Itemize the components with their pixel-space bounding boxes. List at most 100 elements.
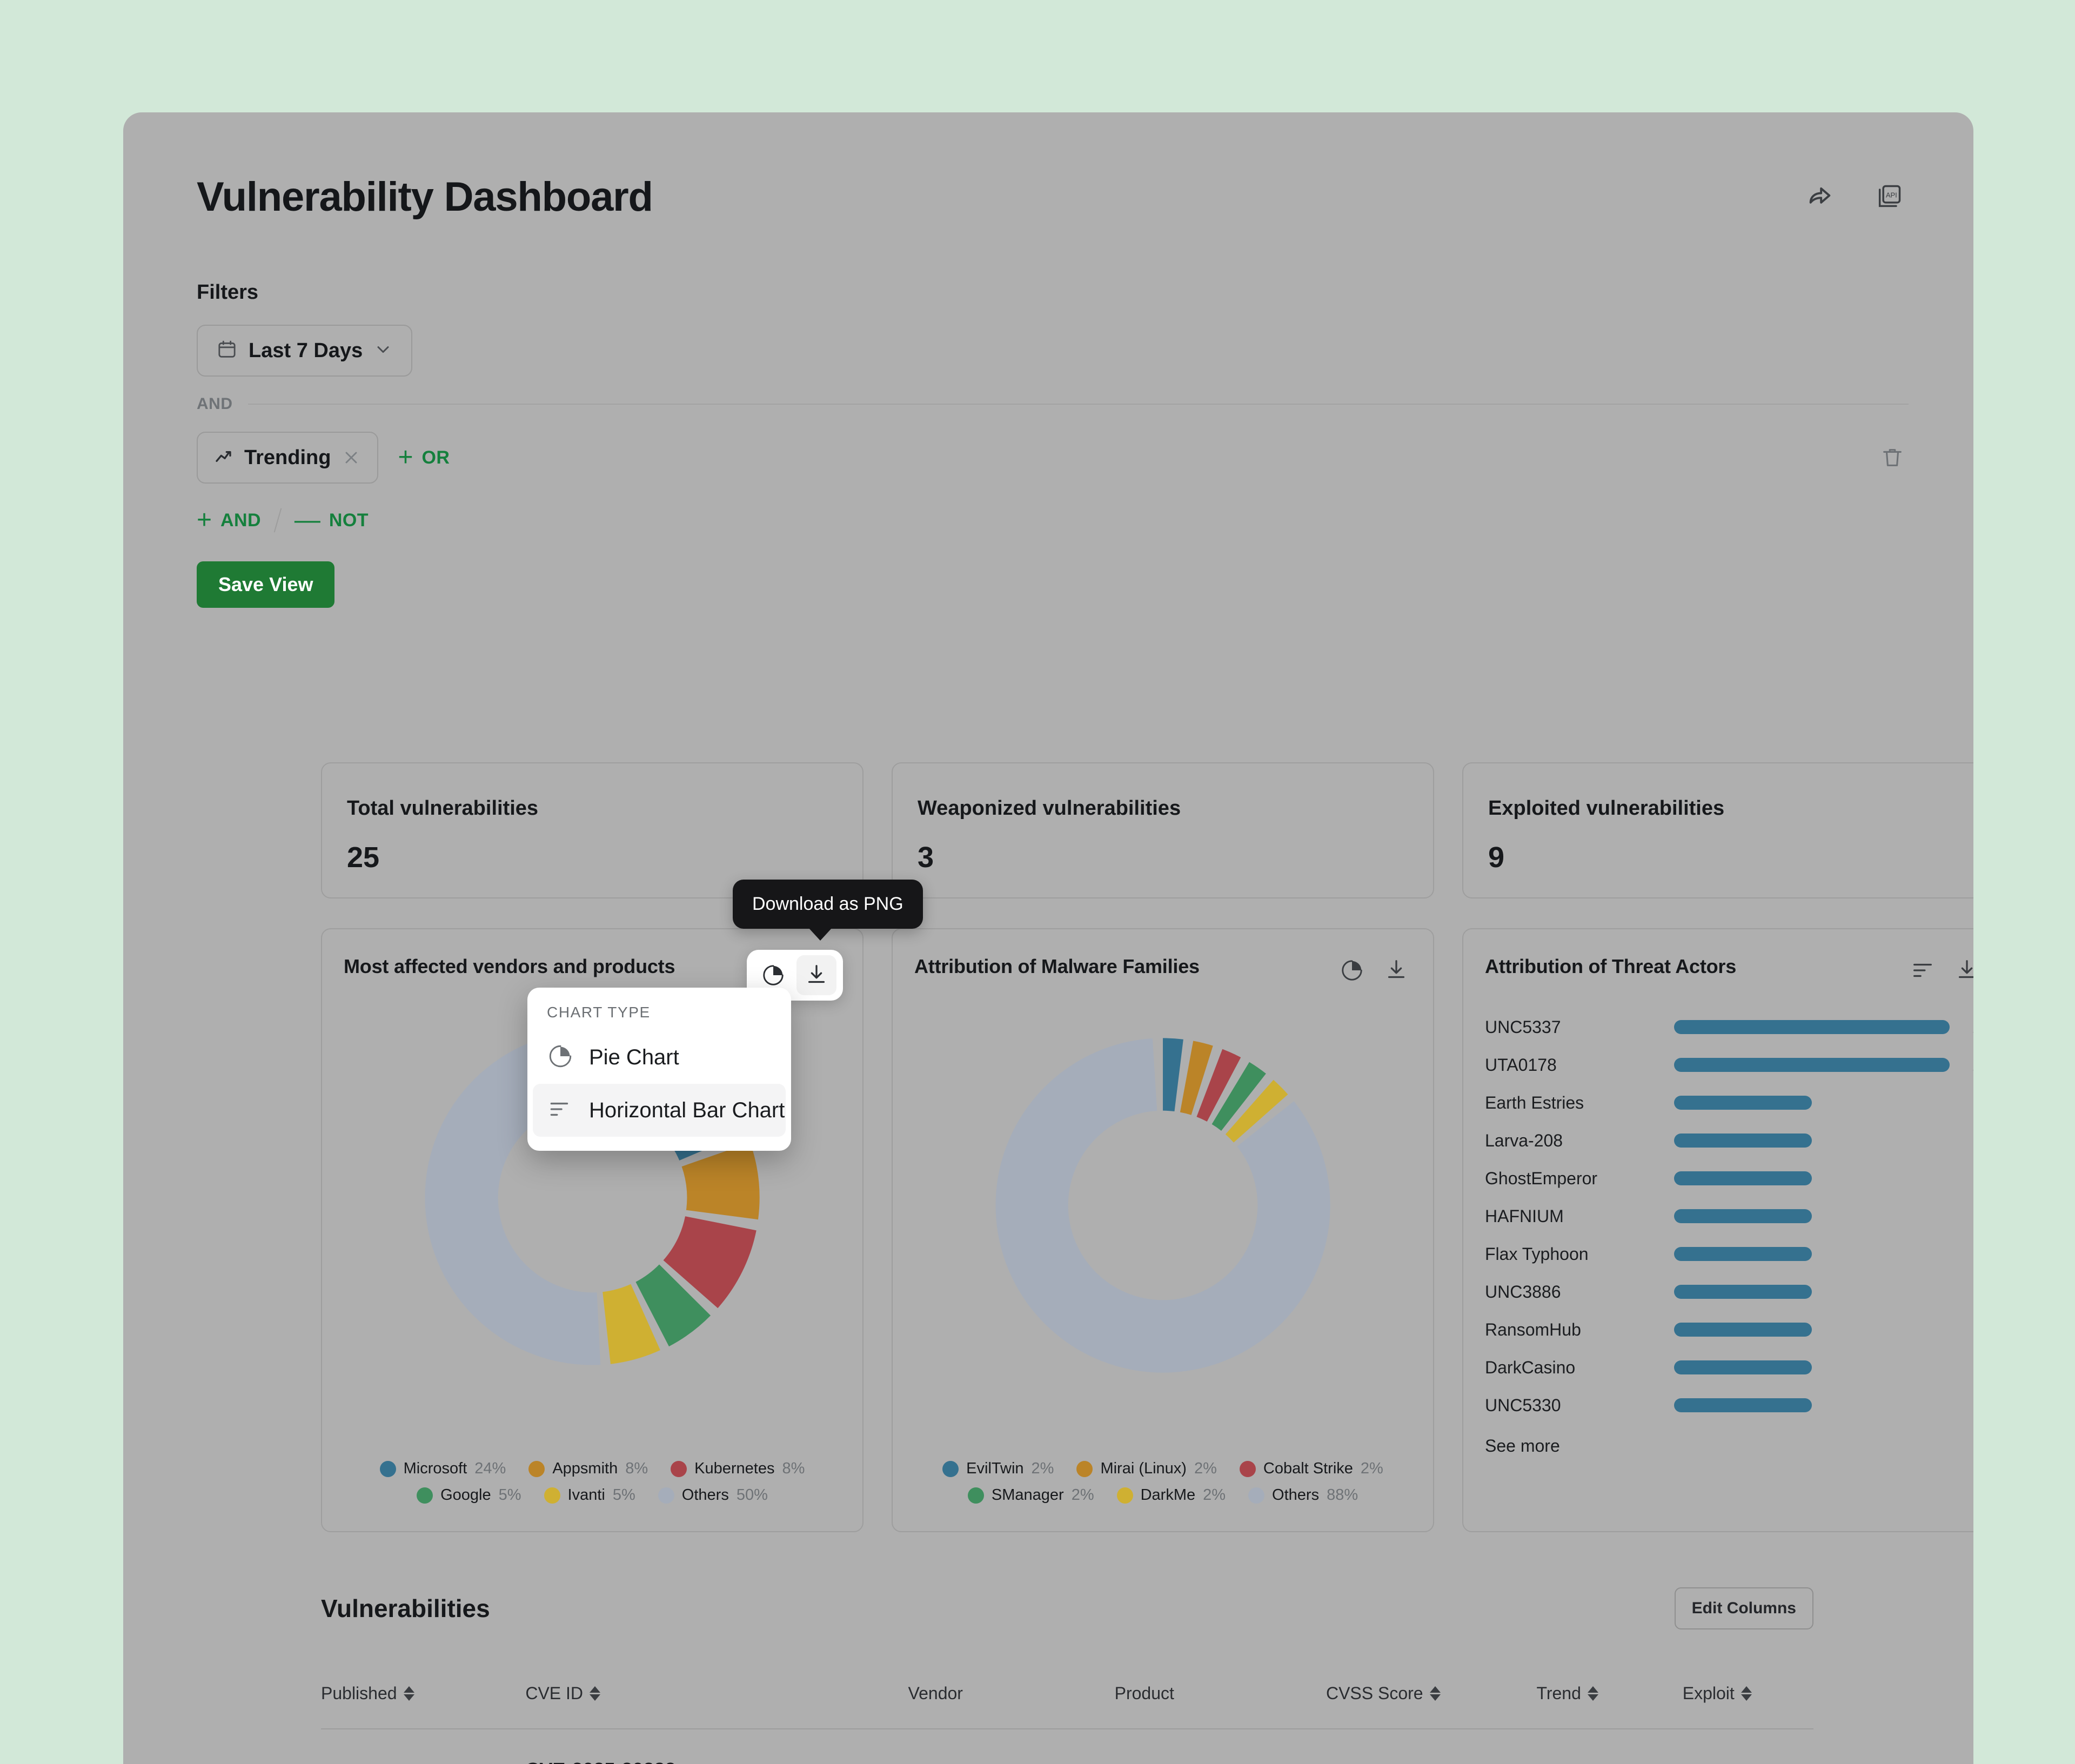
column-header-cve-id[interactable]: CVE ID	[525, 1683, 908, 1703]
legend-value: 2%	[1031, 1460, 1054, 1477]
list-item[interactable]: UNC3886 1	[1485, 1273, 1973, 1311]
legend-swatch	[1248, 1487, 1265, 1504]
slice-kubernetes	[663, 1216, 757, 1309]
legend-item: SManager 2%	[967, 1486, 1094, 1504]
vulnerabilities-section: Vulnerabilities Edit Columns Published C…	[321, 1587, 1813, 1764]
bar-track	[1674, 1285, 1950, 1299]
bar-fill	[1674, 1398, 1812, 1412]
sort-icon	[1741, 1686, 1752, 1701]
list-item[interactable]: RansomHub 1	[1485, 1311, 1973, 1349]
cve-id-link[interactable]: CVE-2025-30232	[525, 1759, 908, 1764]
pie-chart-icon[interactable]	[753, 955, 793, 995]
card-title: Most affected vendors and products	[344, 955, 675, 977]
legend-swatch	[379, 1460, 396, 1477]
list-item[interactable]: UNC5330 1	[1485, 1386, 1973, 1424]
threat-actor-count: 2	[1950, 1017, 1973, 1037]
cell-vendor: exim AI	[908, 1759, 1115, 1764]
column-header-trend[interactable]: Trend	[1536, 1683, 1682, 1703]
date-range-chip[interactable]: Last 7 Days	[197, 325, 413, 377]
bar-fill	[1674, 1360, 1812, 1374]
card-header: Most affected vendors and products	[344, 955, 841, 978]
add-and-button[interactable]: + AND	[197, 507, 261, 533]
legend-label: Google	[440, 1486, 491, 1504]
bar-track	[1674, 1398, 1950, 1412]
add-not-button[interactable]: — NOT	[294, 507, 369, 533]
list-item[interactable]: DarkCasino 1	[1485, 1349, 1973, 1386]
menu-item-label: Pie Chart	[589, 1045, 679, 1069]
divider-rule	[247, 404, 1909, 405]
legend-label: Mirai (Linux)	[1100, 1460, 1187, 1477]
card-malware-families: Attribution of Malware Families	[892, 928, 1434, 1532]
edit-columns-button[interactable]: Edit Columns	[1674, 1587, 1813, 1629]
card-title: Attribution of Threat Actors	[1485, 955, 1737, 977]
list-item[interactable]: Larva-208 1	[1485, 1122, 1973, 1159]
column-header-exploit[interactable]: Exploit	[1683, 1683, 1813, 1703]
pie-chart-icon[interactable]	[1337, 955, 1367, 985]
header-actions: API	[1800, 177, 1909, 216]
legend-item: Appsmith 8%	[528, 1460, 648, 1478]
cell-product: exim AI	[1115, 1759, 1326, 1764]
legend-label: Cobalt Strike	[1263, 1460, 1353, 1477]
legend-item: Others 50%	[658, 1486, 768, 1504]
threat-actor-count: 2	[1950, 1055, 1973, 1075]
legend-label: EvilTwin	[966, 1460, 1024, 1477]
malware-donut-chart	[914, 997, 1411, 1413]
bar-track	[1674, 1096, 1950, 1110]
metric-title: Exploited vulnerabilities	[1488, 797, 1725, 820]
bar-track	[1674, 1247, 1950, 1261]
threat-actor-count: 1	[1950, 1396, 1973, 1416]
legend-label: Ivanti	[567, 1486, 605, 1504]
metric-value: 9	[1488, 841, 1505, 874]
list-item[interactable]: UNC5337 2	[1485, 1008, 1973, 1046]
legend-label: DarkMe	[1140, 1486, 1196, 1504]
list-item[interactable]: Earth Estries 1	[1485, 1084, 1973, 1122]
close-icon[interactable]	[339, 446, 363, 469]
legend-item: Kubernetes 8%	[671, 1460, 805, 1478]
column-header-published[interactable]: Published	[321, 1683, 525, 1703]
legend-label: Others	[681, 1486, 729, 1504]
list-item[interactable]: HAFNIUM 1	[1485, 1197, 1973, 1235]
trending-filter-chip[interactable]: Trending	[197, 432, 379, 484]
slice-mirai	[1180, 1041, 1213, 1115]
menu-item-pie-chart[interactable]: Pie Chart	[527, 1031, 791, 1084]
metric-card-weaponized: Weaponized vulnerabilities 3	[892, 762, 1434, 898]
list-item[interactable]: Flax Typhoon 1	[1485, 1235, 1973, 1273]
metric-cards: Total vulnerabilities 25 Weaponized vuln…	[321, 762, 1973, 898]
table-row[interactable]: Mar 27, 2025 CVE-2025-30232 A use-after-…	[321, 1729, 1813, 1764]
download-icon[interactable]	[1381, 955, 1411, 985]
column-label: CVE ID	[525, 1683, 584, 1703]
cell-trend: 50 articles	[1536, 1759, 1682, 1764]
see-more-link[interactable]: See more	[1485, 1436, 1560, 1456]
legend-swatch	[417, 1487, 433, 1504]
menu-item-label: Horizontal Bar Chart	[589, 1098, 785, 1122]
save-view-button[interactable]: Save View	[197, 561, 335, 608]
download-icon[interactable]	[1952, 955, 1973, 985]
column-header-product: Product	[1115, 1683, 1326, 1703]
legend-item: Cobalt Strike 2%	[1239, 1460, 1383, 1478]
threat-actor-name: Larva-208	[1485, 1130, 1563, 1150]
add-or-label: OR	[421, 447, 450, 468]
slice-smanager	[1211, 1062, 1266, 1131]
slice-others	[425, 1030, 601, 1365]
legend-label: Appsmith	[552, 1460, 618, 1477]
list-item[interactable]: UTA0178 2	[1485, 1046, 1973, 1084]
malware-legend: EvilTwin 2% Mirai (Linux) 2% Cobalt Stri…	[893, 1460, 1433, 1513]
column-header-cvss-score[interactable]: CVSS Score	[1326, 1683, 1537, 1703]
add-or-button[interactable]: + OR	[398, 445, 450, 471]
api-icon[interactable]: API	[1870, 177, 1909, 216]
horizontal-bar-icon[interactable]	[1907, 955, 1938, 985]
page-title: Vulnerability Dashboard	[197, 173, 653, 220]
vendors-legend: Microsoft 24% Appsmith 8% Kubernetes 8%	[322, 1460, 862, 1513]
list-item[interactable]: GhostEmperor 1	[1485, 1159, 1973, 1197]
bar-fill	[1674, 1285, 1812, 1299]
download-tooltip: Download as PNG	[733, 880, 923, 941]
metric-card-total: Total vulnerabilities 25	[321, 762, 864, 898]
condition-row: Trending + OR	[197, 432, 1909, 484]
share-icon[interactable]	[1800, 177, 1839, 216]
trash-icon[interactable]	[1876, 441, 1909, 474]
threat-actor-list: UNC5337 2 UTA0178 2 Earth Estries 1	[1485, 1008, 1973, 1456]
filters-label: Filters	[197, 281, 259, 304]
menu-item-horizontal-bar-chart[interactable]: Horizontal Bar Chart	[533, 1084, 786, 1137]
download-icon[interactable]	[796, 955, 836, 995]
legend-item: Ivanti 5%	[544, 1486, 635, 1504]
